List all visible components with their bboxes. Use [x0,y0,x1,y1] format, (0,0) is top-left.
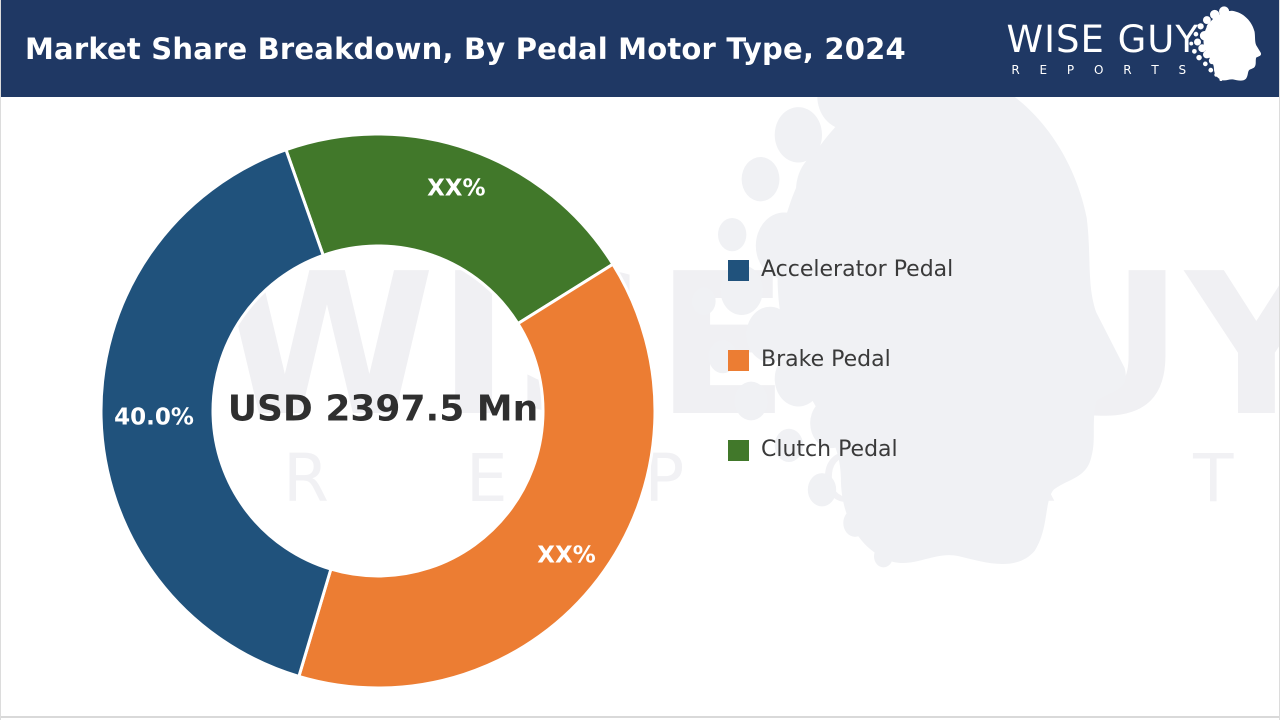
donut-slice-brake-pedal [296,262,657,690]
slice-percent-label: XX% [537,543,596,569]
logo-brand-text: WISE GUY [1006,17,1199,61]
page-title: Market Share Breakdown, By Pedal Motor T… [25,31,906,66]
wiseguy-logo: WISE GUY R E P O R T S [1007,5,1271,93]
slice-percent-label: XX% [427,175,486,201]
logo-text: WISE GUY R E P O R T S [1007,21,1199,77]
wiseguy-face-icon [1189,5,1262,81]
bottom-divider [1,716,1279,718]
legend-item-clutch-pedal: Clutch Pedal [728,437,953,463]
legend-label: Accelerator Pedal [761,257,954,282]
legend-swatch-clutch [728,439,749,461]
header-bar: Market Share Breakdown, By Pedal Motor T… [1,0,1279,97]
legend-item-accelerator-pedal: Accelerator Pedal [728,257,953,283]
legend-label: Clutch Pedal [761,437,898,462]
legend-swatch-accelerator [728,259,749,281]
logo-sub-text: R E P O R T S [1011,62,1195,77]
donut-center-value: USD 2397.5 Mn [227,388,539,430]
chart-legend: Accelerator Pedal Brake Pedal Clutch Ped… [728,257,953,527]
legend-swatch-brake [728,349,749,371]
donut-slice-clutch-pedal [284,132,615,326]
slice-percent-label: 40.0% [114,404,194,430]
legend-label: Brake Pedal [761,347,891,372]
legend-item-brake-pedal: Brake Pedal [728,347,953,373]
donut-slice-accelerator-pedal [99,147,333,679]
